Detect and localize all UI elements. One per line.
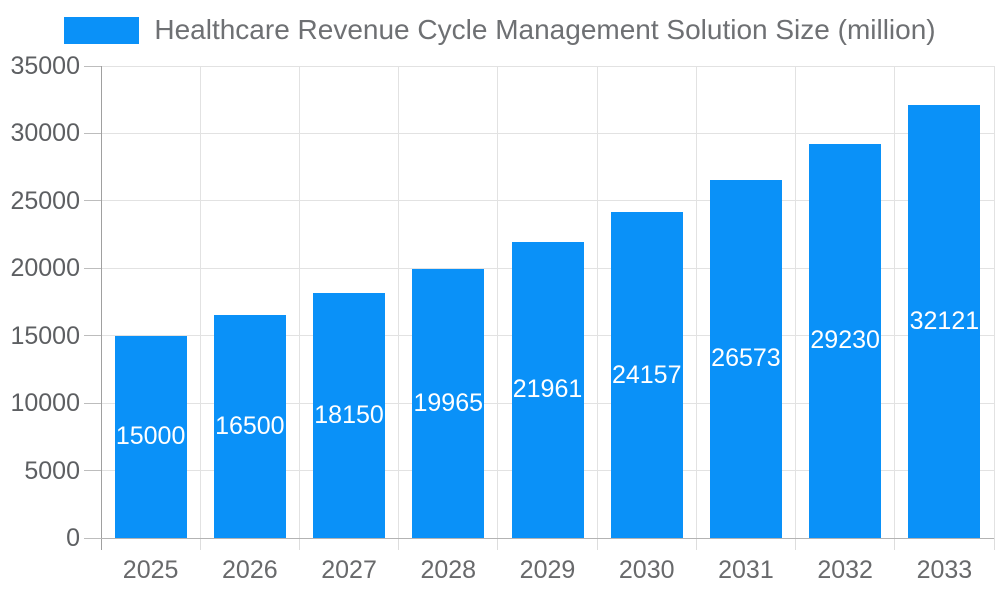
- y-axis-tick-label: 20000: [10, 254, 80, 283]
- x-tick-mark: [298, 538, 300, 550]
- y-tick-mark: [84, 65, 101, 67]
- x-axis-tick-label: 2030: [618, 556, 675, 584]
- h-gridline: [101, 65, 994, 67]
- y-axis-tick-label: 35000: [10, 52, 80, 80]
- x-tick-mark: [695, 538, 697, 550]
- bar-value-label: 19965: [413, 388, 484, 417]
- y-tick-mark: [84, 267, 101, 269]
- bar-2029[interactable]: 21961: [511, 241, 584, 538]
- x-axis-tick-label: 2029: [519, 556, 576, 584]
- y-axis-tick-label: 30000: [10, 119, 80, 148]
- x-axis-tick-label: 2027: [321, 556, 377, 584]
- v-gridline: [795, 66, 797, 538]
- x-axis-tick-label: 2032: [817, 556, 873, 584]
- y-tick-mark: [84, 200, 101, 202]
- bar-2026[interactable]: 16500: [213, 315, 286, 538]
- bar-value-label: 24157: [611, 360, 682, 389]
- v-gridline: [199, 66, 201, 538]
- y-tick-mark: [84, 470, 101, 472]
- bar-value-label: 15000: [115, 422, 186, 451]
- v-gridline: [993, 66, 995, 538]
- legend-label: Healthcare Revenue Cycle Management Solu…: [154, 14, 936, 45]
- y-axis-tick-label: 10000: [10, 389, 80, 418]
- legend-swatch: [64, 16, 140, 44]
- bar-2032[interactable]: 29230: [809, 143, 882, 538]
- v-gridline: [497, 66, 499, 538]
- bar-2028[interactable]: 19965: [412, 268, 485, 538]
- x-axis-tick-label: 2033: [916, 556, 973, 584]
- h-gridline: [101, 200, 994, 202]
- x-tick-mark: [596, 538, 598, 550]
- v-gridline: [398, 66, 400, 538]
- v-gridline: [596, 66, 598, 538]
- y-tick-mark: [84, 537, 101, 539]
- bar-2031[interactable]: 26573: [709, 179, 782, 538]
- y-tick-mark: [84, 132, 101, 134]
- x-tick-mark: [894, 538, 896, 550]
- y-tick-mark: [84, 335, 101, 337]
- v-gridline: [894, 66, 896, 538]
- x-axis-tick-label: 2026: [222, 556, 278, 584]
- y-tick-mark: [84, 402, 101, 404]
- y-axis-tick-label: 15000: [10, 321, 80, 350]
- bar-2025[interactable]: 15000: [114, 335, 187, 538]
- x-tick-mark: [993, 538, 995, 550]
- bar-2033[interactable]: 32121: [908, 104, 981, 538]
- bar-value-label: 16500: [215, 412, 285, 441]
- y-axis-tick-label: 5000: [24, 456, 80, 485]
- bar-value-label: 18150: [314, 401, 384, 430]
- x-tick-mark: [398, 538, 400, 550]
- y-axis-tick-label: 0: [66, 524, 80, 552]
- bar-value-label: 21961: [512, 375, 583, 404]
- x-axis-tick-label: 2031: [718, 556, 774, 584]
- bar-value-label: 29230: [810, 326, 880, 355]
- bar-value-label: 26573: [711, 344, 781, 373]
- x-tick-mark: [497, 538, 499, 550]
- y-axis-line: [100, 66, 102, 550]
- x-tick-mark: [199, 538, 201, 550]
- x-axis-tick-label: 2025: [122, 556, 179, 584]
- y-axis-tick-label: 25000: [10, 186, 80, 215]
- x-axis-line: [101, 537, 994, 539]
- chart-legend[interactable]: Healthcare Revenue Cycle Management Solu…: [0, 13, 1000, 47]
- h-gridline: [101, 132, 994, 134]
- x-tick-mark: [795, 538, 797, 550]
- x-axis-tick-label: 2028: [420, 556, 477, 584]
- bar-value-label: 32121: [909, 306, 980, 335]
- v-gridline: [695, 66, 697, 538]
- bar-2030[interactable]: 24157: [610, 212, 683, 538]
- bar-2027[interactable]: 18150: [313, 293, 386, 538]
- v-gridline: [298, 66, 300, 538]
